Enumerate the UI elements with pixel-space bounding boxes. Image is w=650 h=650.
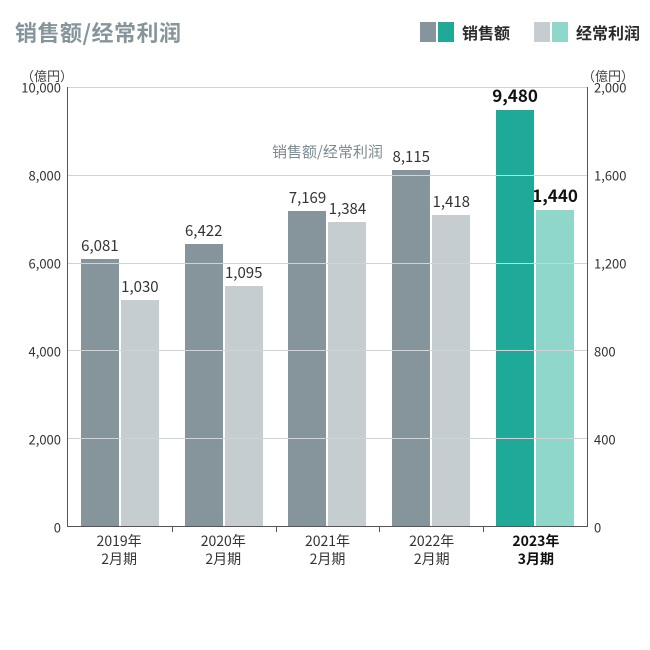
gridline xyxy=(68,175,587,176)
profit-bar: 1,030 xyxy=(121,300,159,526)
profit-bar: 1,384 xyxy=(328,222,366,526)
legend-item-0: 销售额 xyxy=(420,20,510,44)
bar-group: 6,0811,030 xyxy=(68,87,172,526)
bar-group: 9,4801,440 xyxy=(483,87,587,526)
profit-bar-label: 1,095 xyxy=(225,262,262,286)
y-axis-right: 04008001,2001,6002,000 xyxy=(588,87,640,527)
y-right-tick: 800 xyxy=(588,342,640,361)
bar-group: 8,1151,418 xyxy=(379,87,483,526)
x-tick: 2019年2月期 xyxy=(67,533,171,568)
x-tick: 2020年2月期 xyxy=(171,533,275,568)
x-tick-line1: 2020年 xyxy=(171,533,275,551)
profit-bar: 1,418 xyxy=(432,215,470,526)
x-tick-line1: 2021年 xyxy=(275,533,379,551)
x-separator xyxy=(172,526,173,532)
sales-bar-label: 6,081 xyxy=(81,235,118,259)
x-separator xyxy=(379,526,380,532)
sales-bar-label: 7,169 xyxy=(289,187,326,211)
legend-label: 经常利润 xyxy=(576,20,640,44)
profit-bar-label: 1,418 xyxy=(433,191,470,215)
x-separator xyxy=(276,526,277,532)
y-right-tick: 0 xyxy=(588,518,640,537)
x-axis: 2019年2月期2020年2月期2021年2月期2022年2月期2023年3月期 xyxy=(67,533,588,568)
x-tick-line2: 3月期 xyxy=(484,551,588,569)
x-tick-line2: 2月期 xyxy=(275,551,379,569)
legend-swatch xyxy=(420,22,436,42)
sales-bar: 6,081 xyxy=(81,259,119,526)
y-right-tick: 1,600 xyxy=(588,166,640,185)
gridline xyxy=(68,350,587,351)
sales-bar: 7,169 xyxy=(288,211,326,526)
y-left-tick: 0 xyxy=(15,518,67,537)
x-tick-line1: 2022年 xyxy=(380,533,484,551)
plot: 6,0811,0306,4221,0957,1691,3848,1151,418… xyxy=(67,87,588,527)
y-left-tick: 6,000 xyxy=(15,254,67,273)
legend-label: 销售额 xyxy=(462,20,510,44)
x-tick-line2: 2月期 xyxy=(380,551,484,569)
profit-bar: 1,440 xyxy=(536,210,574,526)
x-tick: 2022年2月期 xyxy=(380,533,484,568)
y-left-tick: 10,000 xyxy=(15,78,67,97)
sales-bar-label: 8,115 xyxy=(393,146,430,170)
sales-bar: 6,422 xyxy=(185,244,223,526)
x-tick-line1: 2023年 xyxy=(484,533,588,551)
bar-group: 6,4221,095 xyxy=(172,87,276,526)
gridline xyxy=(68,263,587,264)
x-tick-line2: 2月期 xyxy=(67,551,171,569)
chart-legend: 销售额 经常利润 xyxy=(420,20,640,44)
x-tick-line2: 2月期 xyxy=(171,551,275,569)
legend-swatch xyxy=(438,22,454,42)
legend-swatches xyxy=(534,22,568,42)
y-left-tick: 2,000 xyxy=(15,430,67,449)
y-right-tick: 2,000 xyxy=(588,78,640,97)
legend-item-1: 经常利润 xyxy=(534,20,640,44)
gridline xyxy=(68,438,587,439)
x-tick: 2023年3月期 xyxy=(484,533,588,568)
y-right-tick: 1,200 xyxy=(588,254,640,273)
sales-profit-chart: 销售额/经常利润 销售额经常利润 （億円） （億円） 02,0004,0006,… xyxy=(15,10,640,568)
y-left-tick: 8,000 xyxy=(15,166,67,185)
gridline xyxy=(68,87,587,88)
plot-area: （億円） （億円） 0 2,000 4,000 6,000 8,000 10,000 6,… xyxy=(15,66,640,568)
chart-header: 销售额/经常利润 销售额 经常利润 xyxy=(15,10,640,66)
sales-bar: 9,480 xyxy=(496,110,534,526)
y-left-tick: 4,000 xyxy=(15,342,67,361)
x-tick: 2021年2月期 xyxy=(275,533,379,568)
profit-bar-label: 1,384 xyxy=(329,198,366,222)
overlay-label: 销售额/经常利润 xyxy=(272,141,383,162)
sales-bar-label: 6,422 xyxy=(185,220,222,244)
chart-title: 销售额/经常利润 xyxy=(15,16,182,48)
sales-bar: 8,115 xyxy=(392,170,430,526)
legend-swatches xyxy=(420,22,454,42)
profit-bar: 1,095 xyxy=(225,286,263,526)
legend-swatch xyxy=(552,22,568,42)
y-right-tick: 400 xyxy=(588,430,640,449)
axis-units-row: （億円） （億円） xyxy=(15,66,640,87)
profit-bar-label: 1,030 xyxy=(121,276,158,300)
legend-swatch xyxy=(534,22,550,42)
profit-bar-label: 1,440 xyxy=(532,182,578,210)
y-axis-left: 02,0004,0006,0008,00010,000 xyxy=(15,87,67,527)
x-separator xyxy=(483,526,484,532)
x-tick-line1: 2019年 xyxy=(67,533,171,551)
